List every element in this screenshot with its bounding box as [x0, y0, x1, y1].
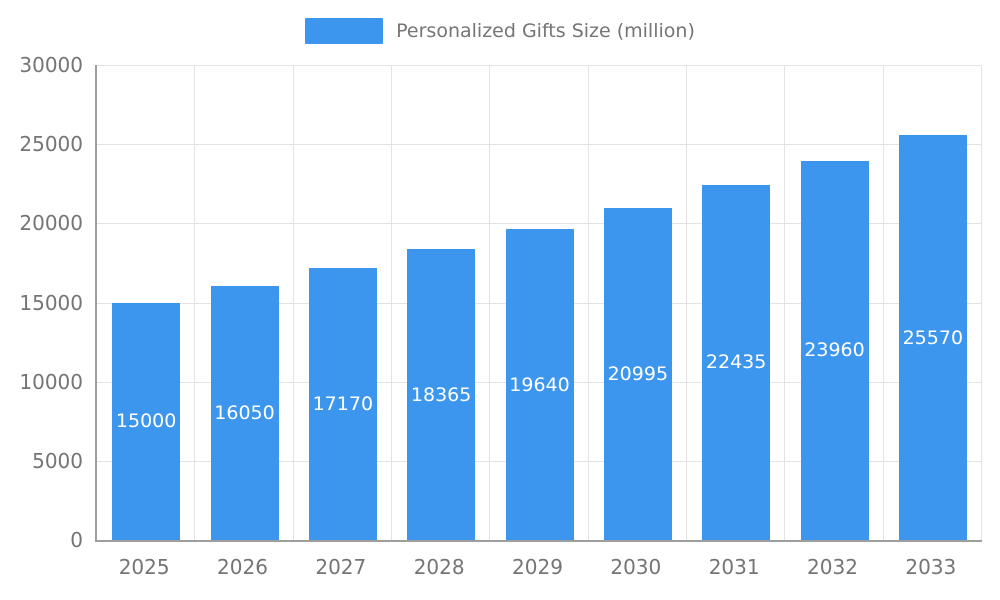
- y-axis-tick-label: 5000: [32, 448, 83, 473]
- vertical-gridline: [784, 65, 786, 540]
- y-axis-tick-label: 30000: [19, 53, 83, 77]
- bar-2031[interactable]: [702, 184, 771, 540]
- y-axis-tick-label: 20000: [19, 211, 83, 236]
- vertical-gridline: [882, 65, 884, 540]
- y-axis-tick-label: 25000: [19, 132, 83, 157]
- x-axis-tick-label: 2027: [315, 555, 367, 579]
- bar-value-label: 20995: [607, 362, 669, 385]
- vertical-gridline: [489, 65, 491, 540]
- vertical-gridline: [587, 65, 589, 540]
- x-axis-tick-label: 2028: [413, 555, 465, 579]
- plot-area: 15000 16050 17170 18365 19640 20995 22435 23960…: [95, 65, 982, 542]
- bar-2030[interactable]: [603, 207, 672, 540]
- legend-label: Personalized Gifts Size (million): [396, 20, 695, 42]
- horizontal-gridline: [97, 223, 982, 225]
- bar-value-label: 15000: [115, 410, 177, 433]
- x-axis-tick-label: 2032: [807, 555, 858, 579]
- x-axis-tick-label: 2031: [708, 555, 760, 579]
- bar-value-label: 16050: [214, 401, 275, 424]
- x-axis-tick-label: 2026: [217, 555, 268, 579]
- bar-2032[interactable]: [800, 160, 869, 540]
- bar-value-label: 25570: [902, 326, 964, 349]
- vertical-gridline: [981, 65, 982, 540]
- y-axis-tick-label: 0: [70, 528, 83, 552]
- bar-value-label: 23960: [804, 339, 865, 362]
- vertical-gridline: [686, 65, 687, 540]
- bar-value-label: 22435: [705, 351, 767, 374]
- y-axis-tick-label: 15000: [19, 290, 83, 315]
- x-axis-tick-label: 2029: [512, 555, 563, 579]
- bar-2026[interactable]: [210, 285, 279, 540]
- bar-2025[interactable]: [112, 302, 181, 540]
- vertical-gridline: [292, 65, 294, 540]
- legend-swatch: [305, 18, 384, 44]
- x-axis-tick-label: 2025: [118, 555, 170, 579]
- bar-value-label: 18365: [410, 383, 472, 406]
- bar-2027[interactable]: [308, 268, 377, 540]
- x-axis-tick-label: 2033: [905, 555, 957, 579]
- bar-value-label: 17170: [312, 393, 374, 416]
- vertical-gridline: [391, 65, 392, 540]
- bar-value-label: 19640: [509, 373, 570, 396]
- legend[interactable]: Personalized Gifts Size (million): [0, 18, 1000, 44]
- bar-2033[interactable]: [898, 135, 967, 540]
- x-axis-tick-label: 2030: [610, 555, 662, 579]
- vertical-gridline: [194, 65, 196, 540]
- y-axis-tick-label: 10000: [19, 369, 83, 394]
- horizontal-gridline: [97, 144, 982, 146]
- bar-2028[interactable]: [407, 249, 476, 540]
- horizontal-gridline: [97, 65, 982, 66]
- bar-2029[interactable]: [505, 229, 574, 540]
